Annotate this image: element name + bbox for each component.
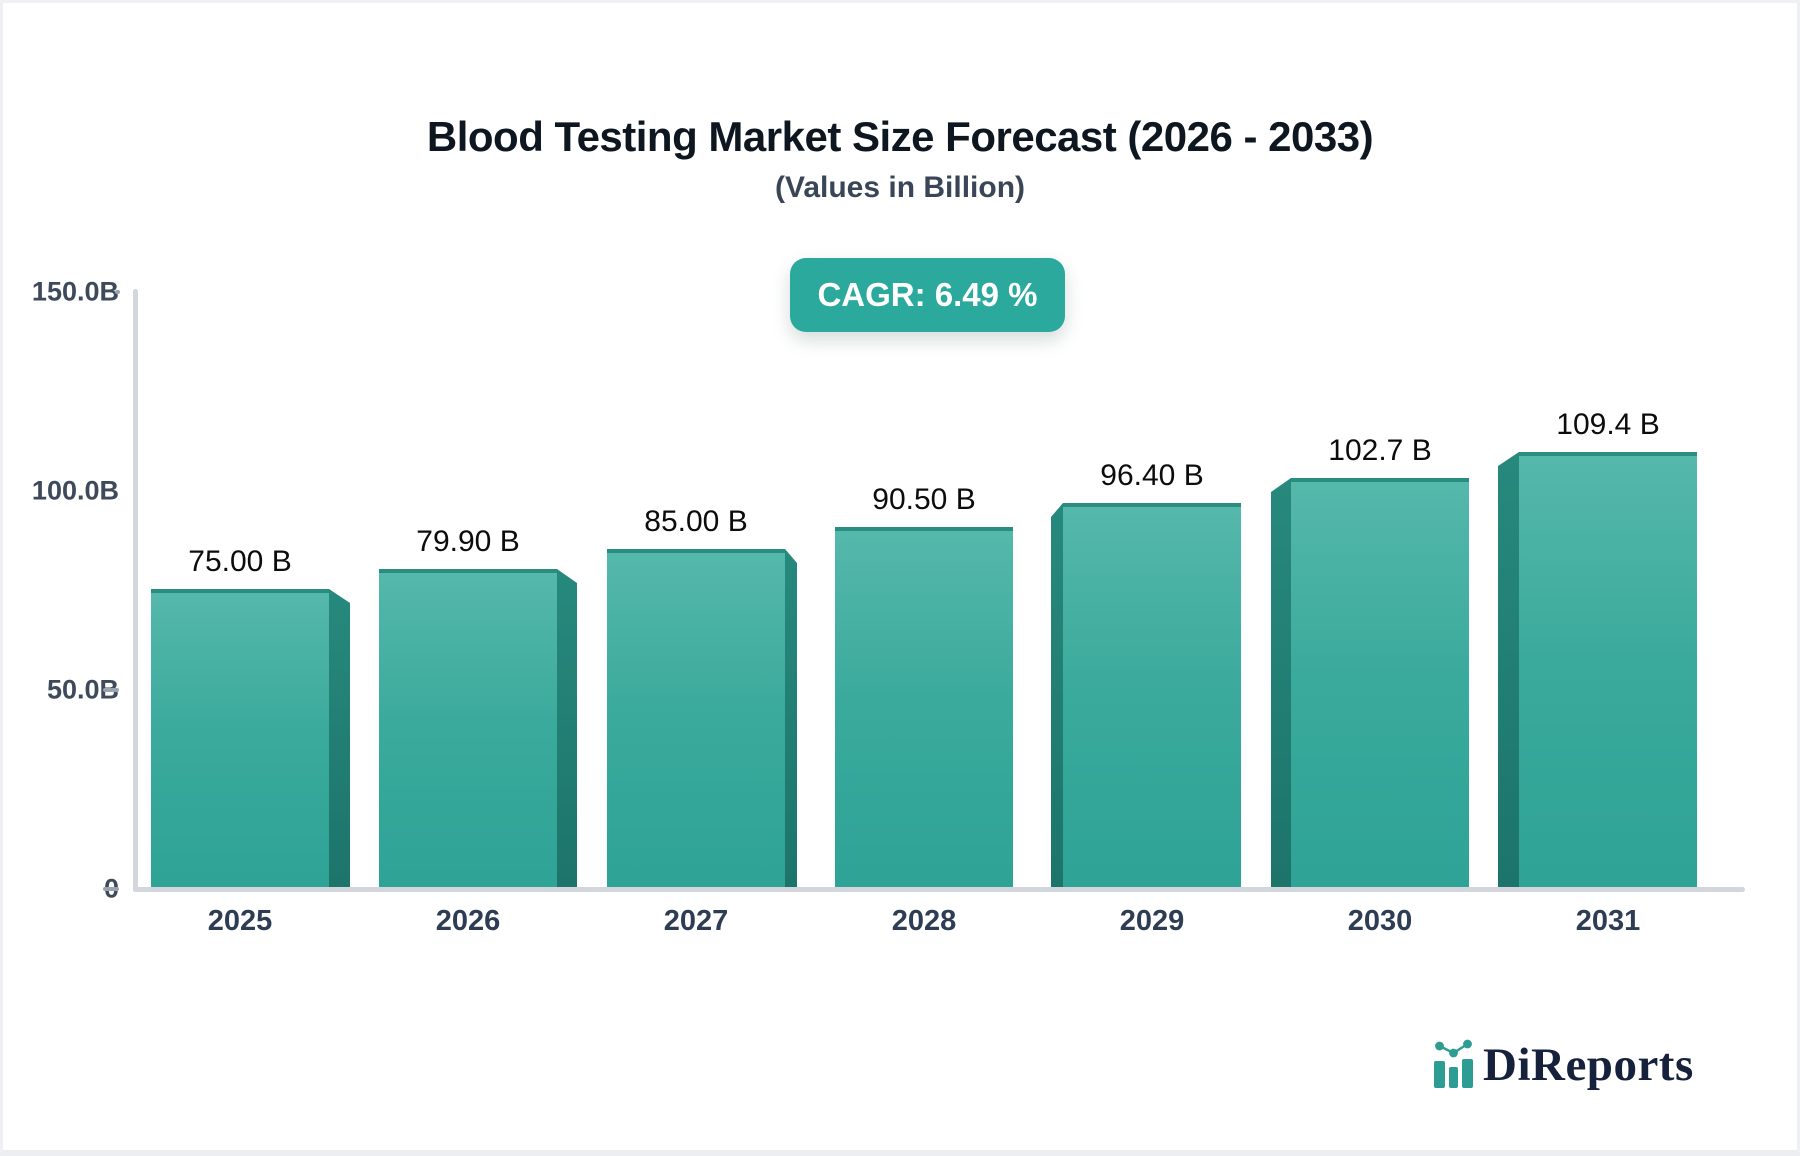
bar-value-label: 90.50 B <box>872 483 976 516</box>
x-axis-category-label: 2028 <box>891 905 957 937</box>
chart-title: Blood Testing Market Size Forecast (2026… <box>426 113 1374 160</box>
y-tick-label: 150.0B <box>31 276 119 307</box>
chart-subtitle: (Values in Billion) <box>774 171 1026 204</box>
x-axis-category-label: 2025 <box>207 905 273 937</box>
x-axis-category-label: 2029 <box>1119 905 1185 937</box>
x-axis-category-label: 2027 <box>663 905 729 937</box>
bar-3d-side <box>1271 478 1291 887</box>
bar-value-label: 96.40 B <box>1100 459 1204 492</box>
bar-value-label: 109.4 B <box>1556 408 1660 441</box>
bar-value-label: 85.00 B <box>644 505 748 538</box>
cagr-badge: CAGR: 6.49 % <box>790 258 1065 332</box>
bar <box>1063 503 1241 887</box>
bar-3d-side <box>329 589 350 887</box>
bar-chart-logo-icon <box>1433 1038 1475 1093</box>
y-tick-mark <box>103 887 119 891</box>
bar-3d-side <box>1498 452 1519 887</box>
x-axis-category-label: 2031 <box>1575 905 1641 937</box>
brand-logo-text: DiReports <box>1483 1039 1694 1091</box>
y-tick-mark <box>103 688 119 692</box>
bar-3d-side <box>1051 503 1063 887</box>
brand-logo: DiReports <box>1433 1033 1694 1097</box>
bar-3d-side <box>785 549 797 887</box>
bar-value-label: 102.7 B <box>1328 434 1432 467</box>
bar <box>151 589 329 887</box>
y-tick-label: 100.0B <box>31 475 119 506</box>
x-axis-category-label: 2026 <box>435 905 501 937</box>
bar-value-label: 75.00 B <box>188 545 292 578</box>
bar <box>379 569 557 887</box>
bar <box>607 549 785 887</box>
y-tick-mark <box>115 290 120 294</box>
bar-3d-side <box>557 569 577 887</box>
x-axis-category-label: 2030 <box>1347 905 1413 937</box>
bar <box>1291 478 1469 887</box>
bar-value-label: 79.90 B <box>416 525 520 558</box>
bar <box>835 527 1013 887</box>
bar <box>1519 452 1697 887</box>
x-axis-baseline <box>133 887 1745 892</box>
y-axis-line <box>133 289 138 892</box>
